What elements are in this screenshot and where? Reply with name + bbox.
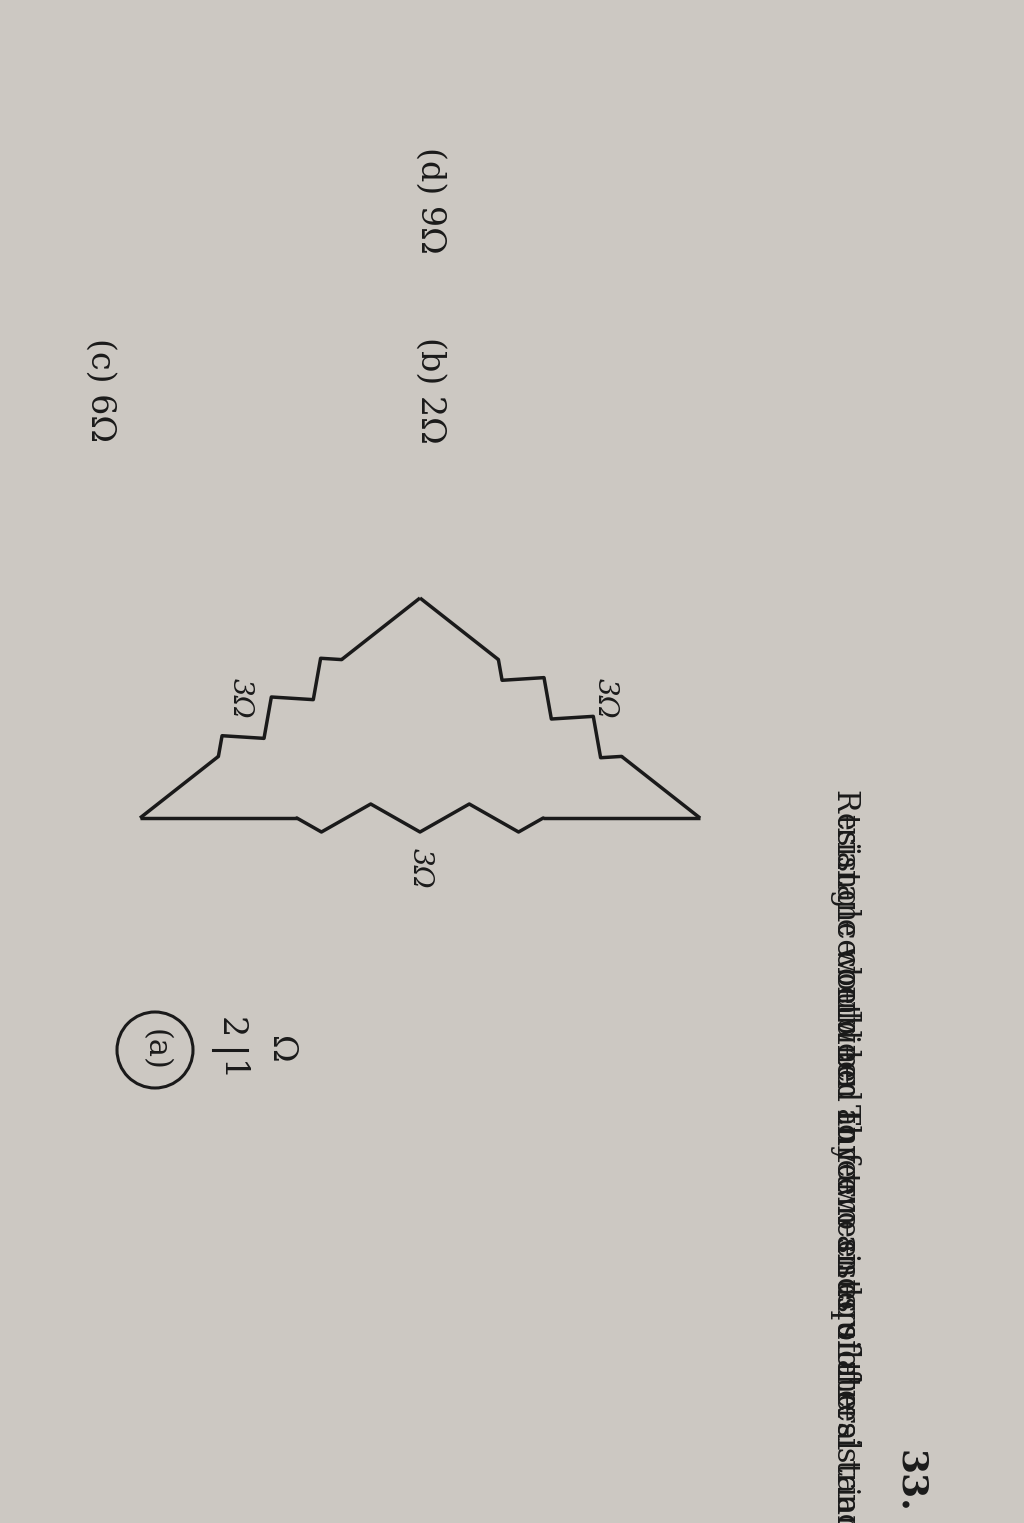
- Text: 1: 1: [214, 1062, 246, 1083]
- Text: 3Ω: 3Ω: [226, 678, 254, 719]
- Text: Resistance between any two ends of the: Resistance between any two ends of the: [829, 789, 860, 1410]
- Text: 3Ω: 3Ω: [407, 848, 433, 888]
- Text: (d) 9Ω: (d) 9Ω: [414, 146, 446, 253]
- Text: combined to form an equilateral triangle.: combined to form an equilateral triangle…: [829, 949, 860, 1523]
- Text: (c) 6Ω: (c) 6Ω: [84, 338, 116, 442]
- Text: Ω: Ω: [264, 1036, 296, 1063]
- Text: triangle would be: triangle would be: [829, 813, 860, 1086]
- Text: (b) 2Ω: (b) 2Ω: [414, 337, 446, 443]
- Text: 2: 2: [214, 1017, 246, 1039]
- Text: (a): (a): [139, 1030, 171, 1071]
- Text: 33.: 33.: [893, 1450, 927, 1512]
- Text: 3Ω: 3Ω: [592, 678, 618, 719]
- Text: Three resistors of resistance 3Ω  each are: Three resistors of resistance 3Ω each ar…: [829, 1104, 860, 1523]
